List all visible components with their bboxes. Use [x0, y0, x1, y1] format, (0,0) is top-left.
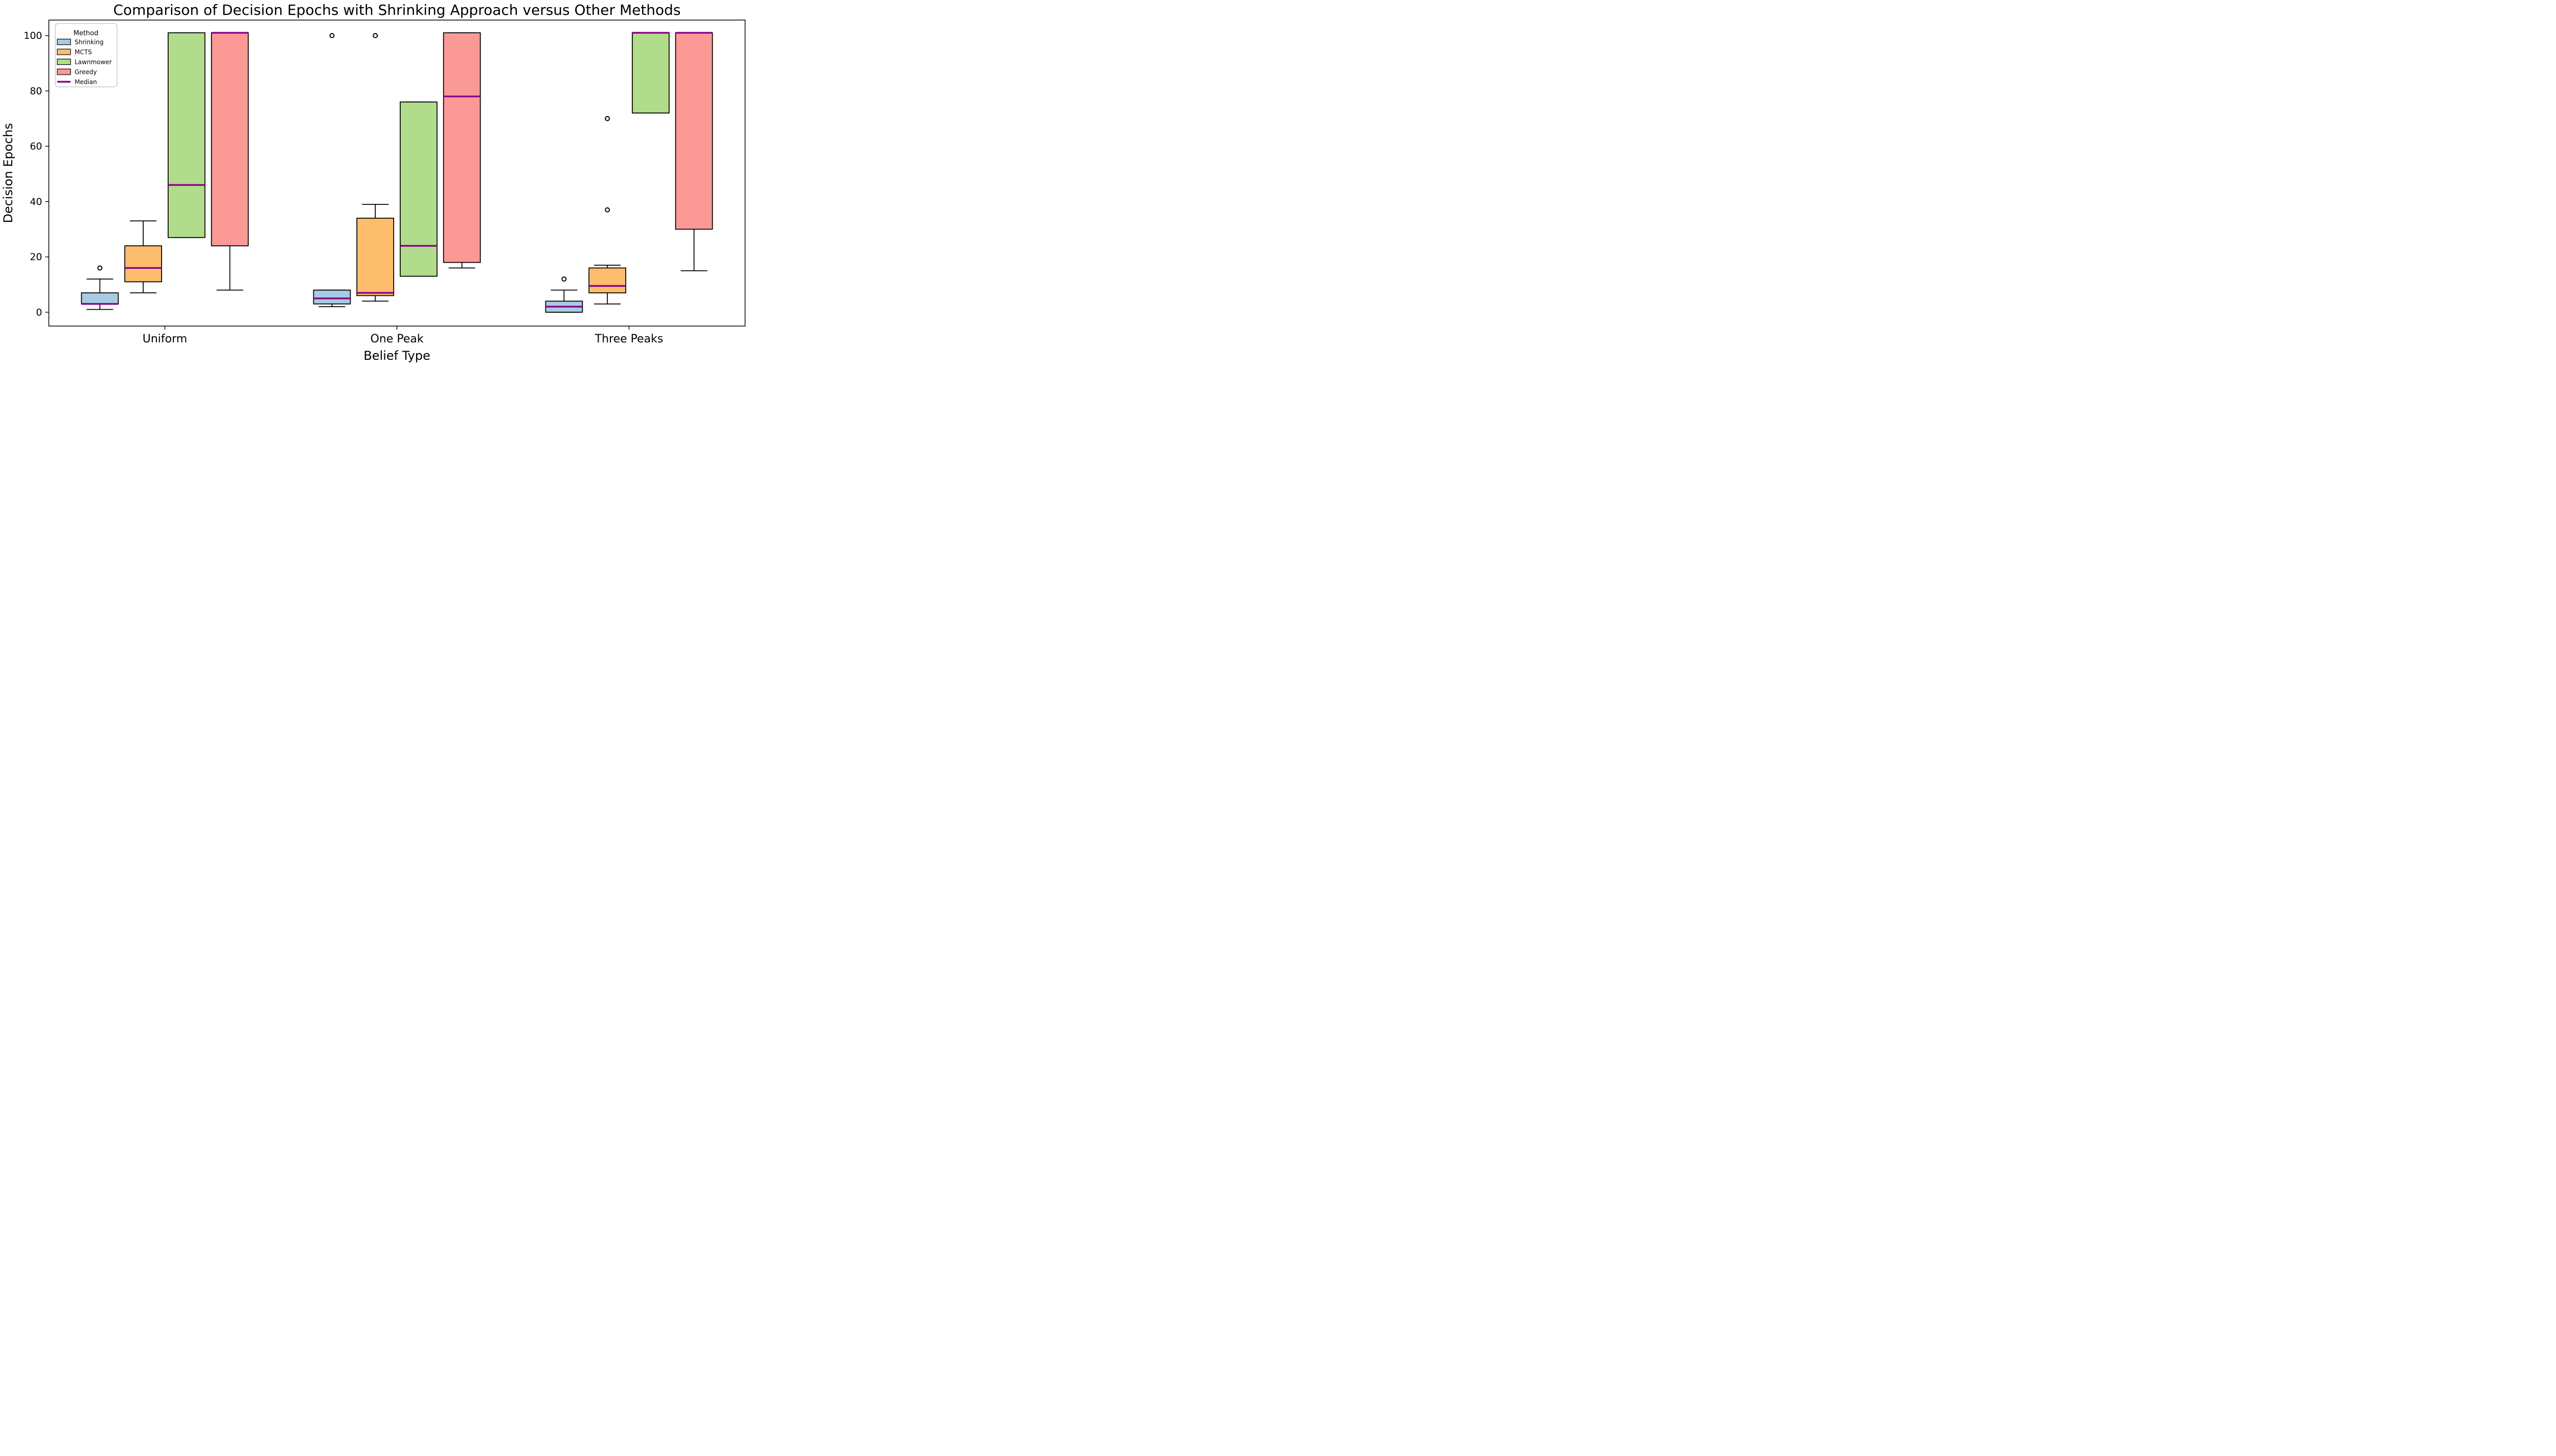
- legend-item-label: Shrinking: [75, 39, 104, 46]
- chart-canvas: 0 20 40 60 80 100 Uniform One Peak Three Peaks Co…: [1, 2, 746, 363]
- box-group-lawnmower-uniform: [167, 32, 206, 238]
- outlier-point: [561, 276, 567, 282]
- box-greedy-uniform: [211, 32, 249, 246]
- box-lawnmower-uniform: [167, 32, 206, 238]
- x-tick-label: One Peak: [370, 333, 423, 345]
- box-group-mcts-one-peak: [356, 33, 395, 302]
- outlier-point: [97, 265, 103, 271]
- y-tick-label: 60: [30, 141, 42, 152]
- box-group-shrinking-uniform: [81, 265, 119, 310]
- box-group-greedy-three-peaks: [675, 32, 713, 271]
- outlier-point: [373, 33, 378, 38]
- outlier-point: [605, 116, 610, 122]
- legend-item-label: Greedy: [75, 68, 97, 76]
- x-tick-label: Three Peaks: [595, 333, 664, 345]
- legend-swatch-shrinking: [57, 38, 71, 45]
- box-shrinking-one-peak: [313, 289, 351, 305]
- x-tick-label: Uniform: [143, 333, 187, 345]
- box-group-mcts-uniform: [124, 220, 163, 293]
- outlier-point: [605, 207, 610, 213]
- plot-frame: [48, 19, 746, 327]
- box-group-lawnmower-one-peak: [399, 101, 438, 277]
- box-mcts-one-peak: [356, 218, 395, 296]
- box-mcts-three-peaks: [588, 267, 627, 293]
- box-greedy-one-peak: [443, 32, 481, 263]
- y-tick-label: 100: [24, 30, 42, 41]
- box-group-greedy-uniform: [211, 32, 249, 291]
- legend-item-label: MCTS: [75, 49, 92, 56]
- box-shrinking-uniform: [81, 292, 119, 305]
- y-tick-label: 40: [30, 196, 42, 207]
- legend-item-label: Lawnmower: [75, 59, 112, 66]
- box-greedy-three-peaks: [675, 32, 713, 230]
- box-group-shrinking-one-peak: [313, 33, 351, 307]
- box-mcts-uniform: [124, 245, 163, 283]
- y-axis-label: Decision Epochs: [1, 123, 15, 223]
- box-group-mcts-three-peaks: [588, 116, 627, 305]
- legend-title: Method: [74, 30, 99, 37]
- box-lawnmower-three-peaks: [631, 32, 670, 114]
- legend: Method Shrinking MCTS Lawnmower Greedy Median: [55, 23, 118, 87]
- boxplot-figure: 0 20 40 60 80 100 Uniform One Peak Three Peaks Co…: [0, 0, 747, 364]
- box-group-lawnmower-three-peaks: [631, 32, 670, 114]
- box-group-shrinking-three-peaks: [545, 276, 583, 313]
- legend-swatch-mcts: [57, 49, 71, 55]
- y-tick-label: 20: [30, 251, 42, 263]
- chart-title: Comparison of Decision Epochs with Shrin…: [113, 2, 680, 18]
- outlier-point: [329, 33, 335, 38]
- box-group-greedy-one-peak: [443, 32, 481, 269]
- box-lawnmower-one-peak: [399, 101, 438, 277]
- y-tick-label: 80: [30, 85, 42, 97]
- x-axis-label: Belief Type: [363, 349, 430, 363]
- legend-swatch-lawnmower: [57, 58, 71, 65]
- y-tick-label: 0: [36, 307, 42, 318]
- legend-median-label: Median: [75, 79, 97, 86]
- legend-swatch-greedy: [57, 68, 71, 75]
